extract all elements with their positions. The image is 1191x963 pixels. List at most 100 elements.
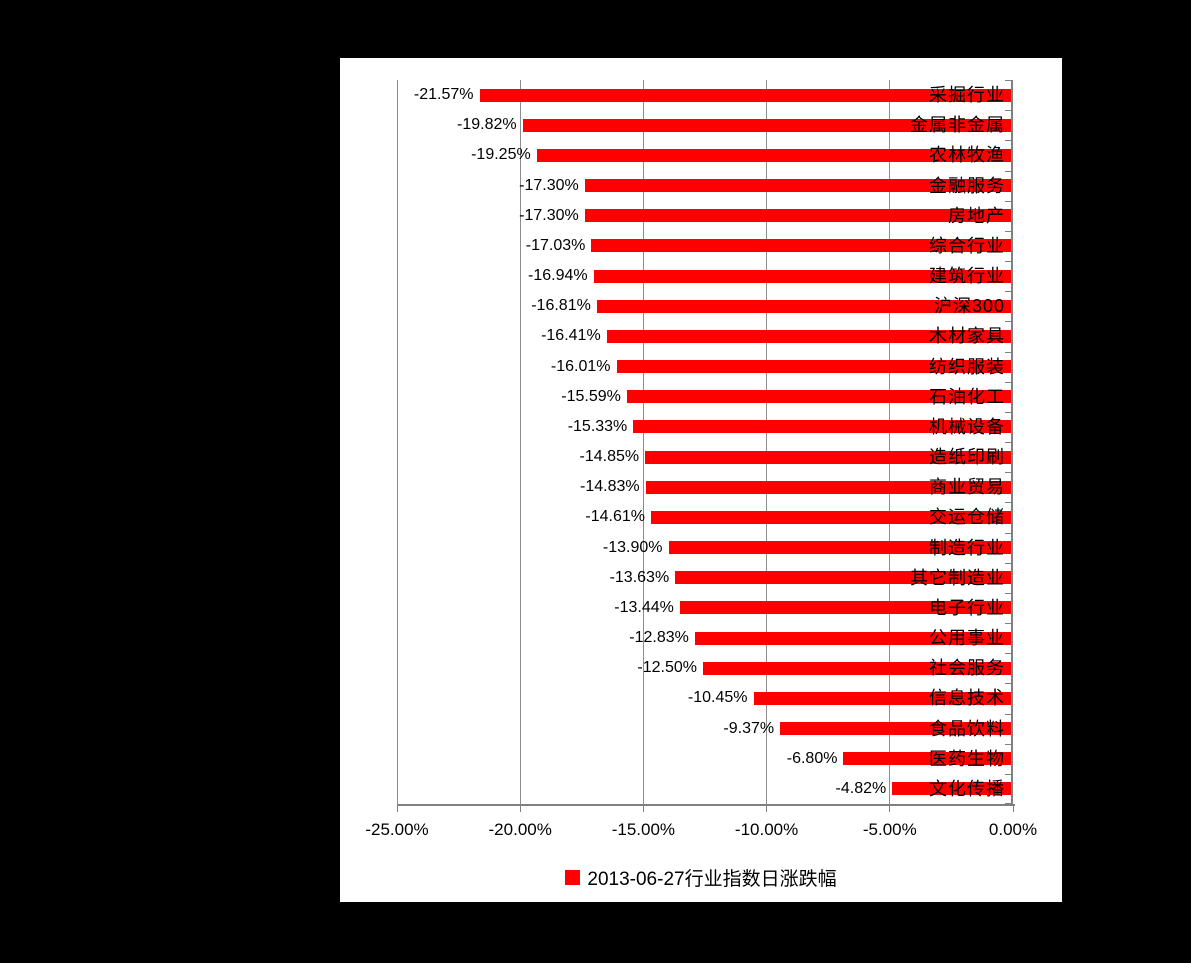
category-axis-tick [1005, 774, 1013, 775]
bar [780, 722, 1011, 736]
bar [645, 480, 1011, 494]
bar [522, 118, 1011, 132]
category-axis-tick [1005, 593, 1013, 594]
x-axis-tick-label: -5.00% [862, 820, 917, 839]
category-axis-tick [1005, 653, 1013, 654]
category-label: 农林牧渔 [929, 145, 1005, 166]
category-label: 制造行业 [929, 537, 1005, 558]
gridline-x [642, 80, 644, 804]
bar [703, 661, 1011, 675]
category-label: 医药生物 [929, 748, 1005, 769]
x-axis-tick [642, 804, 644, 812]
bar [591, 239, 1011, 253]
legend-label: 2013-06-27行业指数日涨跌幅 [587, 869, 837, 890]
bar-value-label: -6.80% [786, 749, 838, 767]
gridline-x [396, 80, 398, 804]
category-axis-tick [1005, 442, 1013, 443]
category-label: 综合行业 [929, 235, 1005, 256]
x-axis-tick-label: -25.00% [365, 820, 429, 839]
category-axis-tick [1005, 110, 1013, 111]
bar-value-label: -13.90% [602, 538, 663, 556]
category-label: 金融服务 [929, 175, 1005, 196]
category-label: 造纸印刷 [929, 447, 1005, 468]
x-axis-line [397, 804, 1015, 806]
bar-value-label: -14.61% [585, 508, 646, 526]
category-label: 石油化工 [929, 386, 1005, 407]
bar-value-label: -15.59% [561, 387, 621, 405]
category-axis-tick [1005, 231, 1013, 232]
x-axis-tick [766, 804, 768, 812]
bar-value-label: -17.03% [525, 236, 586, 254]
category-label: 木材家具 [929, 326, 1005, 347]
bar [584, 179, 1011, 193]
category-label: 公用事业 [929, 628, 1005, 649]
bar [596, 299, 1011, 313]
bar-value-label: -16.81% [531, 297, 591, 315]
bar-value-label: -10.45% [687, 689, 748, 707]
bar [584, 209, 1011, 223]
x-axis-tick-label: -10.00% [734, 820, 799, 839]
category-label: 文化传播 [929, 778, 1005, 799]
category-label: 其它制造业 [910, 567, 1005, 588]
category-axis-tick [1005, 803, 1013, 804]
gridline-x [766, 80, 768, 804]
bar [645, 450, 1011, 464]
bar-value-label: -4.82% [835, 779, 887, 797]
category-label: 机械设备 [929, 416, 1005, 437]
x-axis-tick-label: 0.00% [988, 820, 1038, 839]
bar-value-label: -17.30% [519, 206, 579, 224]
legend-marker-icon [565, 870, 581, 885]
category-axis-tick [1005, 261, 1013, 262]
category-axis-tick [1005, 321, 1013, 322]
bar-value-label: -13.44% [614, 598, 674, 616]
bar [753, 691, 1011, 705]
bar [479, 88, 1011, 102]
bar [892, 782, 1011, 796]
gridline-x [519, 80, 521, 804]
bar [651, 510, 1011, 524]
bar-value-label: -16.41% [541, 327, 601, 345]
gridline-x [889, 80, 891, 804]
bar-value-label: -14.83% [580, 478, 640, 496]
bar [626, 390, 1011, 404]
category-axis-tick [1005, 533, 1013, 534]
plot-area: -21.57% 采掘行业 -19.82% 金属非金属 -19.25% 农林牧渔 -17.30… [396, 80, 1015, 812]
category-axis-tick [1005, 472, 1013, 473]
bar-value-label: -15.33% [567, 417, 628, 435]
category-label: 纺织服装 [929, 356, 1005, 377]
legend: 2013-06-27行业指数日涨跌幅 [340, 864, 1062, 891]
category-label: 食品饮料 [929, 718, 1005, 739]
category-axis-tick [1005, 744, 1013, 745]
bar-value-label: -19.82% [457, 116, 517, 134]
bar [843, 752, 1011, 766]
category-label: 信息技术 [929, 688, 1005, 709]
category-axis-tick [1005, 563, 1013, 564]
bar [668, 541, 1011, 555]
bar-value-label: -14.85% [579, 448, 640, 466]
bar-value-label: -12.83% [629, 629, 689, 647]
category-label: 沪深300 [933, 296, 1005, 317]
category-axis-tick [1005, 201, 1013, 202]
category-axis-tick [1005, 623, 1013, 624]
category-label: 采掘行业 [929, 85, 1005, 106]
category-label: 社会服务 [929, 658, 1005, 679]
category-axis-tick [1005, 291, 1013, 292]
bar-value-label: -9.37% [723, 719, 775, 737]
category-label: 房地产 [948, 205, 1005, 226]
bar-value-label: -19.25% [471, 146, 531, 164]
bar [536, 148, 1011, 162]
category-axis-tick [1005, 412, 1013, 413]
bar-value-label: -16.01% [550, 357, 611, 375]
category-label: 电子行业 [929, 597, 1005, 618]
bar-value-label: -17.30% [519, 176, 579, 194]
category-axis-tick [1005, 714, 1013, 715]
x-axis-tick [889, 804, 891, 812]
bar-value-label: -12.50% [637, 659, 697, 677]
category-axis-tick [1005, 352, 1013, 353]
x-axis-tick [1012, 804, 1014, 812]
x-axis-tick [519, 804, 521, 812]
x-axis-tick-label: -20.00% [488, 820, 552, 839]
category-label: 建筑行业 [929, 266, 1005, 287]
bar [694, 631, 1011, 645]
